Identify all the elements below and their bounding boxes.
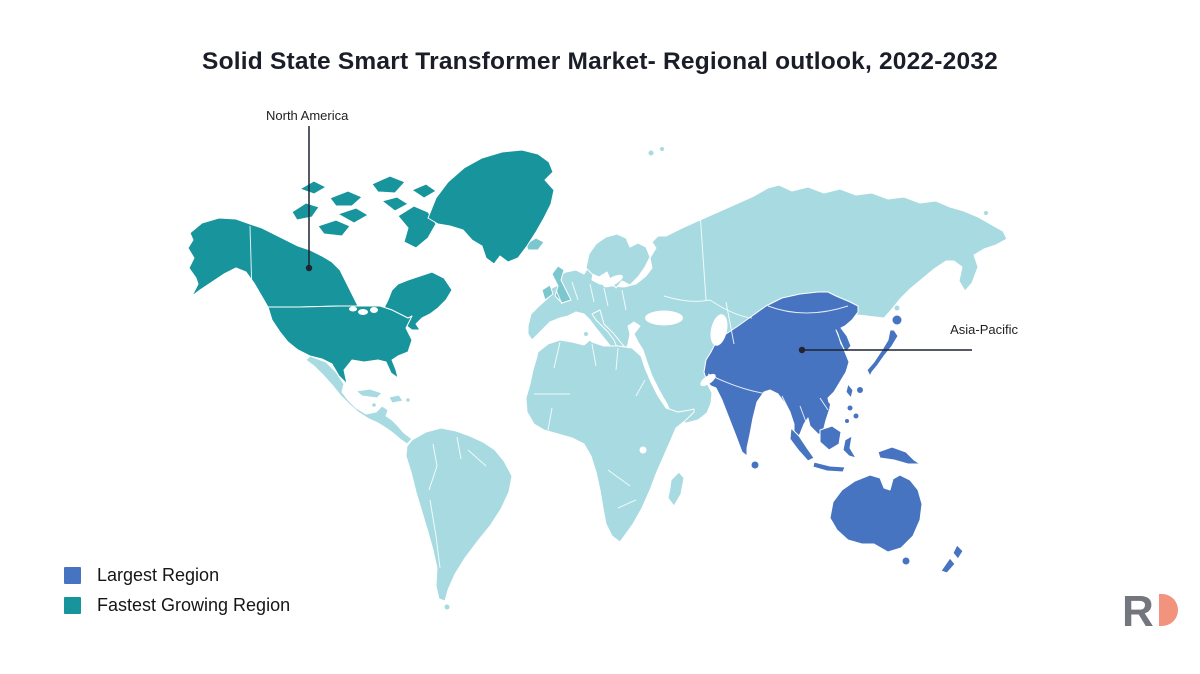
legend-label-largest: Largest Region [97, 564, 220, 585]
landmass-canada-alaska [187, 217, 453, 331]
landmass-asia-mainland [703, 291, 859, 457]
logo-letter-r: R [1122, 592, 1154, 634]
island-baffin [397, 205, 437, 249]
landmass-greenland [427, 149, 555, 265]
island-philippines-2 [847, 405, 853, 411]
callout-dot-north-america [305, 264, 313, 272]
arctic-island [381, 196, 409, 212]
island-madagascar [667, 471, 685, 507]
region-rest-of-world-alt [525, 237, 572, 304]
landmass-mexico-central-america [305, 355, 413, 445]
legend-swatch-largest-rect [64, 566, 81, 584]
island-iceland [525, 237, 545, 251]
island-taiwan [857, 387, 863, 393]
island-hokkaido [892, 315, 902, 325]
island-new-zealand-south [940, 557, 956, 574]
arctic-island [291, 202, 320, 221]
island-philippines-4 [845, 419, 849, 423]
island-philippines-3 [853, 413, 859, 419]
island-victoria [317, 219, 351, 237]
island-borneo [819, 425, 842, 451]
region-north-america [187, 149, 555, 385]
country-borders [249, 211, 849, 569]
island-sardinia [584, 332, 588, 336]
arctic-island [299, 180, 327, 195]
logo-half-disc-icon [1159, 594, 1178, 626]
region-asia-pacific [703, 291, 964, 574]
legend-swatch-fastest [64, 596, 81, 614]
arctic-island [411, 183, 437, 199]
island-new-zealand-north [952, 544, 964, 560]
lake-erie-ontario [370, 307, 378, 313]
legend-label-fastest: Fastest Growing Region [97, 594, 291, 615]
annotation-label-north-america: North America [266, 108, 349, 123]
landmass-south-america [405, 427, 513, 602]
black-sea [645, 310, 683, 326]
island-svalbard [648, 150, 654, 156]
legend: Largest Region Fastest Growing Region [64, 563, 290, 623]
legend-item-fastest: Fastest Growing Region [64, 593, 290, 617]
arctic-island [329, 190, 363, 207]
island-cuba [355, 388, 383, 399]
landmass-australia [829, 474, 923, 553]
legend-swatch-largest [64, 566, 81, 584]
island-sicily [609, 357, 615, 363]
lake-victoria [639, 446, 647, 454]
island-japan [866, 329, 899, 377]
landmass-eurasia [527, 184, 1008, 424]
island-tasmania [902, 557, 910, 565]
landmass-scandinavia [585, 233, 651, 289]
baltic-sea [603, 274, 623, 288]
arctic-island [371, 175, 406, 194]
island-sumatra [789, 427, 815, 462]
caspian-sea [710, 314, 728, 346]
legend-item-largest: Largest Region [64, 563, 290, 587]
island-sulawesi [842, 435, 857, 459]
page-title: Solid State Smart Transformer Market- Re… [202, 48, 998, 75]
island-jamaica [372, 403, 376, 407]
brand-logo: R [1122, 587, 1182, 636]
island-ireland [541, 284, 554, 301]
landmass-africa [525, 339, 695, 543]
inland-waters [349, 274, 728, 454]
lake-michigan-huron [358, 309, 368, 315]
island-sakhalin [894, 305, 900, 311]
brand-logo-svg: R [1122, 587, 1178, 636]
island-wrangel [984, 211, 988, 215]
lake-superior [349, 306, 357, 312]
persian-gulf [700, 373, 716, 387]
legend-swatch-fastest-rect [64, 596, 81, 614]
island-tierra-del-fuego [444, 604, 450, 610]
region-rest-of-world [305, 147, 1008, 610]
island-philippines [845, 383, 854, 399]
arctic-island [337, 207, 369, 224]
callout-dot-asia-pacific [798, 346, 806, 354]
island-svalbard-2 [660, 147, 664, 151]
annotation-callouts [305, 126, 972, 354]
landmass-usa [267, 305, 413, 385]
island-puerto-rico [406, 398, 410, 402]
annotation-label-asia-pacific: Asia-Pacific [950, 322, 1018, 337]
island-hispaniola [388, 394, 404, 404]
island-new-guinea [877, 446, 921, 465]
island-sri-lanka [751, 461, 759, 469]
island-java [812, 461, 846, 473]
